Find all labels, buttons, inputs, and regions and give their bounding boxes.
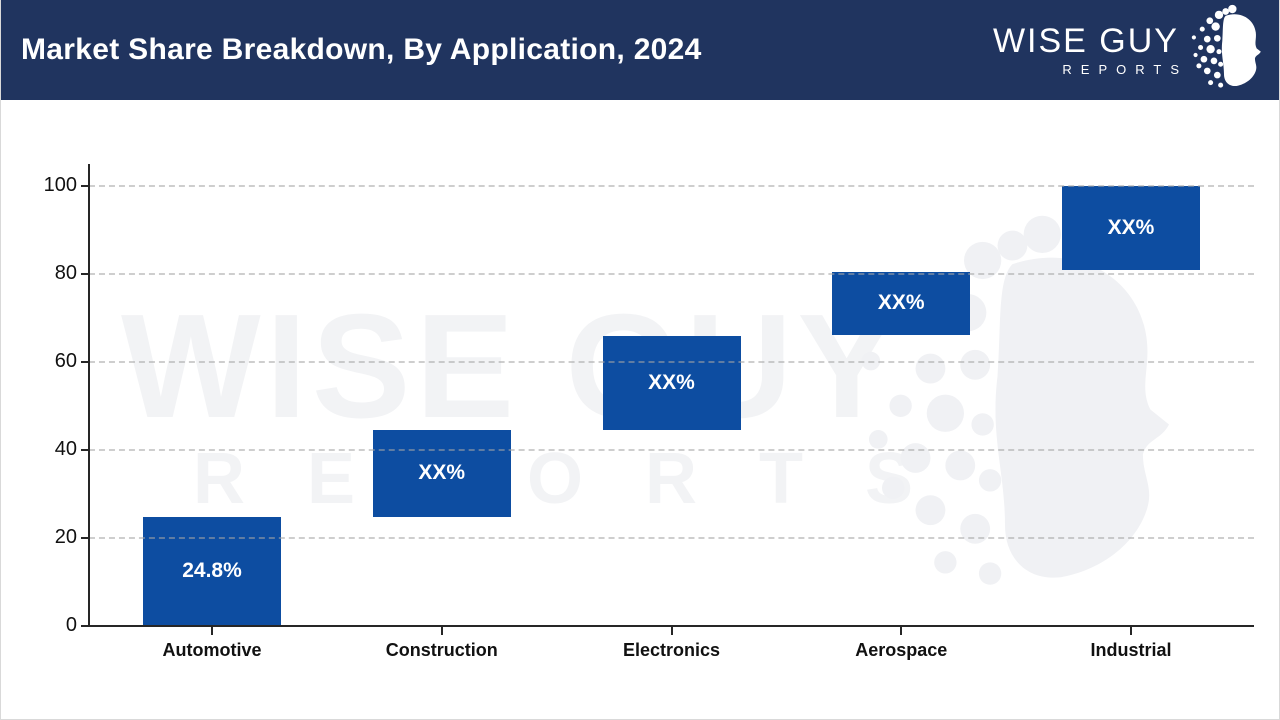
page-title: Market Share Breakdown, By Application, … — [21, 33, 702, 66]
x-tick-mark — [1130, 627, 1132, 635]
y-tick-mark — [81, 272, 89, 275]
y-tick-mark — [81, 184, 89, 187]
y-tick-label: 100 — [43, 173, 77, 196]
y-tick-label: 40 — [54, 437, 77, 460]
category-label: Industrial — [1090, 640, 1172, 660]
category-label: Electronics — [622, 640, 721, 660]
x-axis — [88, 625, 1254, 627]
category-label: Automotive — [162, 640, 262, 660]
x-tick-mark — [440, 627, 443, 635]
brand-logo: WISE GUY REPORTS — [993, 4, 1267, 96]
y-tick-mark — [81, 536, 89, 539]
gridline — [89, 448, 1254, 451]
y-tick-label: 0 — [65, 614, 77, 636]
bar-value-label: 24.8% — [182, 559, 242, 583]
bar-industrial: XX% — [1062, 185, 1200, 271]
y-tick-label: 20 — [54, 525, 77, 548]
bar-value-label: XX% — [418, 461, 466, 485]
watermark-wiseguy-text: WISE GUY — [121, 284, 902, 449]
y-tick-mark — [81, 360, 89, 363]
brand-wordmark: WISE GUY REPORTS — [993, 24, 1179, 76]
y-tick-label: 80 — [54, 261, 77, 284]
category-label: Construction — [385, 640, 498, 660]
reports-wordmark: REPORTS — [1062, 62, 1188, 77]
watermark-face-icon — [861, 215, 1169, 585]
gridline — [89, 184, 1254, 187]
gridline — [89, 360, 1254, 363]
watermark-reports-text: REPORTS — [193, 439, 976, 519]
category-label: Aerospace — [855, 640, 948, 660]
y-tick-mark — [81, 625, 89, 627]
gridline — [89, 536, 1254, 539]
bar-value-label: XX% — [877, 291, 925, 315]
x-tick-mark — [900, 627, 903, 635]
y-tick-label: 60 — [54, 349, 77, 372]
bar-value-label: XX% — [648, 371, 695, 395]
bar-automotive: 24.8% — [143, 516, 281, 626]
bar-construction: XX% — [372, 429, 511, 517]
y-axis — [88, 164, 90, 627]
x-tick-mark — [211, 627, 213, 635]
face-logo-icon — [1191, 4, 1261, 88]
wiseguy-wordmark: WISE GUY — [992, 22, 1179, 60]
header: Market Share Breakdown, By Application, … — [1, 0, 1279, 100]
bar-aerospace: XX% — [832, 271, 971, 335]
y-tick-mark — [81, 448, 89, 451]
x-tick-mark — [670, 627, 673, 635]
bar-electronics: XX% — [602, 336, 741, 430]
bar-value-label: XX% — [1107, 215, 1155, 239]
gridline — [89, 272, 1254, 275]
